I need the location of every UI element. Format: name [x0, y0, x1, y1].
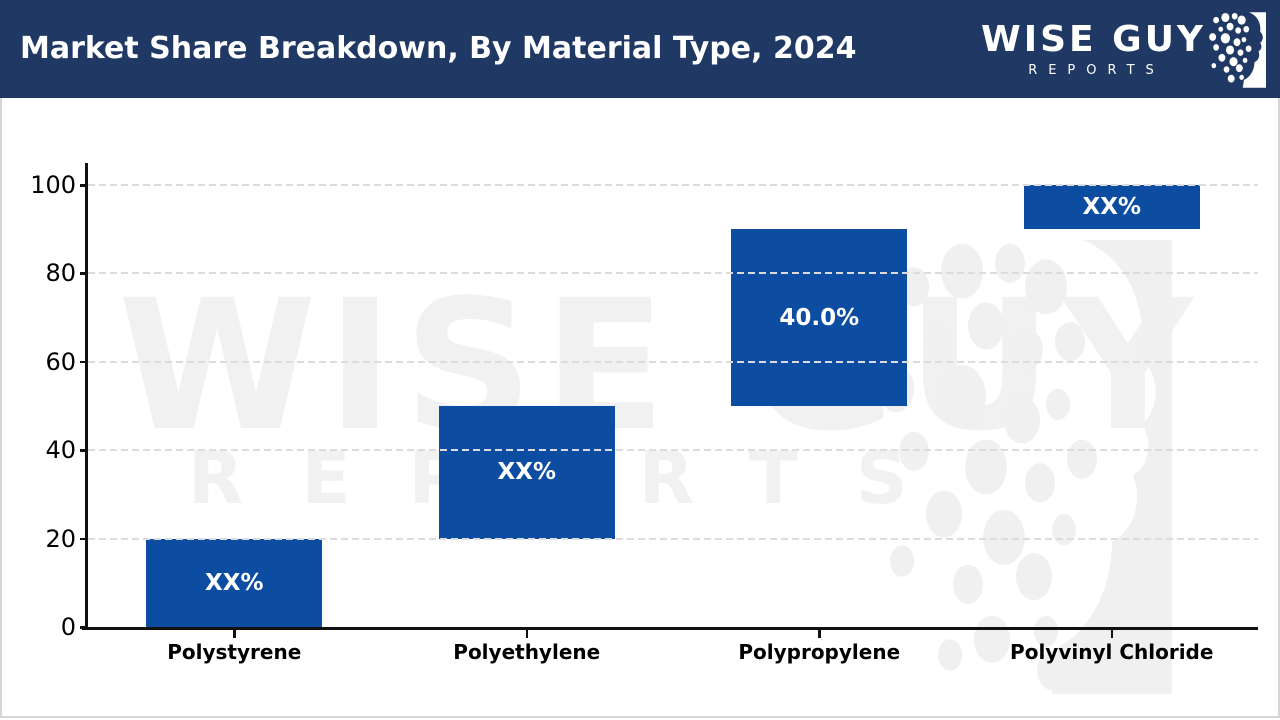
bar-value-label: XX%: [497, 459, 556, 486]
bar-polystyrene: [146, 538, 323, 627]
x-tick-mark: [525, 630, 529, 638]
y-tick-mark: [80, 272, 88, 275]
y-tick-label: 20: [45, 524, 76, 553]
page-title: Market Share Breakdown, By Material Type…: [20, 31, 857, 66]
y-tick-label: 100: [30, 171, 76, 199]
gridline-100: [88, 184, 1258, 186]
frame-left-border: [0, 98, 2, 718]
logo-reports-text: REPORTS: [1028, 63, 1165, 78]
x-axis-line: [82, 627, 1258, 630]
y-tick-label: 80: [45, 259, 76, 288]
y-tick-mark: [80, 184, 88, 187]
logo-wordmark: WISE GUY REPORTS: [981, 20, 1206, 80]
gridline-80: [88, 272, 1258, 275]
x-category-label: Polyethylene: [453, 640, 601, 664]
x-tick-mark: [233, 630, 236, 638]
bar-value-label: XX%: [1082, 194, 1141, 221]
bar-value-label: 40.0%: [779, 304, 860, 331]
logo-wiseguy-text: WISE GUY: [980, 19, 1206, 60]
frame-bottom-border: [0, 716, 1280, 718]
gridline-40: [88, 449, 1258, 452]
bar-polypropylene: [731, 229, 908, 406]
title-banner: Market Share Breakdown, By Material Type…: [0, 0, 1280, 98]
wiseguy-face-logo-icon: [1209, 12, 1266, 88]
frame-right-border: [1278, 98, 1280, 718]
x-tick-mark: [818, 630, 821, 638]
y-tick-mark: [80, 449, 88, 452]
x-category-label: Polystyrene: [167, 640, 302, 664]
x-tick-mark: [1110, 630, 1114, 638]
bar-value-label: XX%: [204, 569, 264, 596]
x-category-label: Polypropylene: [738, 640, 901, 664]
y-tick-mark: [80, 360, 88, 364]
wiseguy-face-watermark-icon: [878, 239, 1172, 695]
y-tick-label: 0: [60, 613, 76, 641]
y-axis-line: [85, 163, 88, 630]
x-category-label: Polyvinyl Chloride: [1010, 640, 1214, 664]
gridline-20: [88, 537, 1258, 540]
bar-polyethylene: [438, 406, 615, 539]
y-tick-label: 60: [45, 347, 76, 376]
wiseguy-reports-logo: WISE GUY REPORTS: [981, 8, 1266, 92]
bar-polyvinyl-chloride: [1023, 185, 1200, 230]
gridline-60: [88, 360, 1258, 363]
y-tick-label: 40: [45, 436, 76, 465]
y-tick-mark: [80, 537, 88, 541]
